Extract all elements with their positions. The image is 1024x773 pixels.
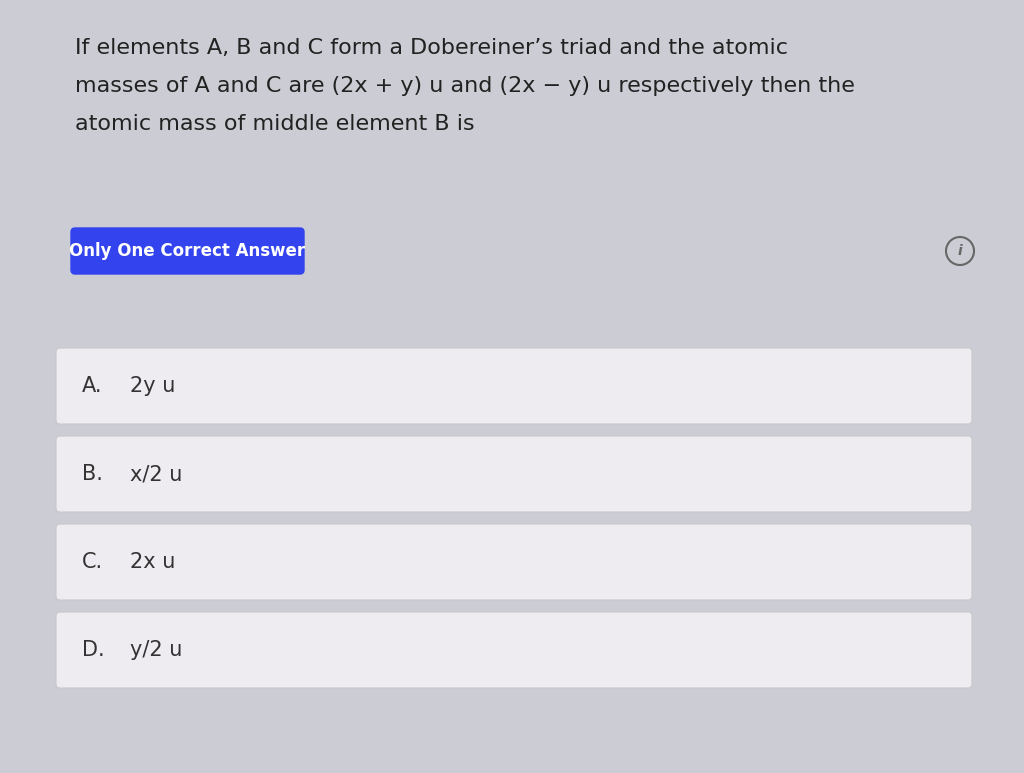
FancyBboxPatch shape [56,524,972,600]
Text: 2y u: 2y u [130,376,175,396]
FancyBboxPatch shape [56,436,972,512]
Text: atomic mass of middle element B is: atomic mass of middle element B is [75,114,475,134]
Text: A.: A. [82,376,102,396]
Text: y/2 u: y/2 u [130,640,182,660]
Text: B.: B. [82,464,102,484]
FancyBboxPatch shape [71,228,304,274]
Text: i: i [957,244,963,258]
Text: 2x u: 2x u [130,552,175,572]
Text: Only One Correct Answer: Only One Correct Answer [70,242,305,260]
Text: If elements A, B and C form a Dobereiner’s triad and the atomic: If elements A, B and C form a Dobereiner… [75,38,788,58]
FancyBboxPatch shape [56,348,972,424]
Text: x/2 u: x/2 u [130,464,182,484]
Text: masses of A and C are (2x + y) u and (2x − y) u respectively then the: masses of A and C are (2x + y) u and (2x… [75,76,855,96]
Text: C.: C. [82,552,103,572]
FancyBboxPatch shape [56,612,972,688]
Text: D.: D. [82,640,104,660]
